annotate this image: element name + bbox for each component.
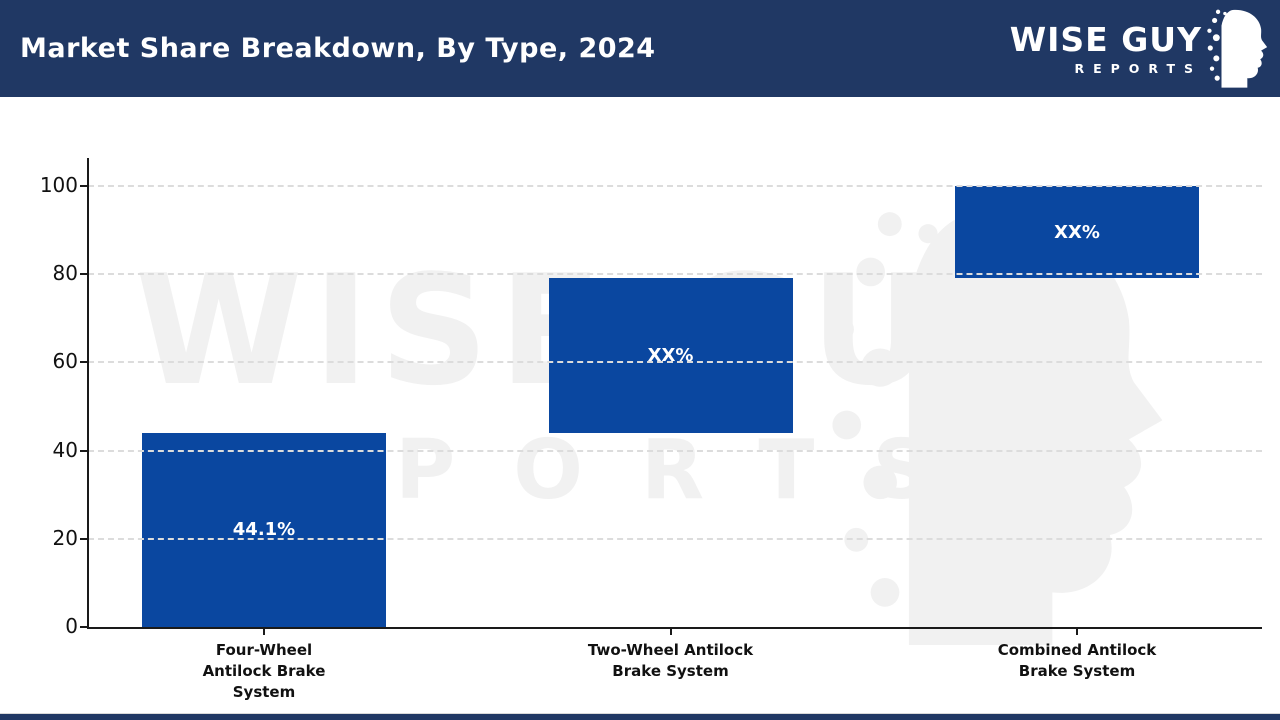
category-label-1: Four-Wheel Antilock Brake System [202,641,326,701]
y-tick-mark [80,626,88,628]
footer-hairline [0,713,1280,714]
header-banner: Market Share Breakdown, By Type, 2024 WI… [0,0,1280,97]
logo-sub-text: REPORTS [1074,61,1202,76]
logo-brand-text: WISE GUY [1009,20,1202,59]
x-axis-line [87,627,1262,629]
y-tick-mark [80,185,88,187]
bar-value-label: XX% [647,344,694,366]
footer-bar [0,714,1280,720]
gridline-80 [88,273,1262,276]
y-tick-label: 100 [39,173,78,197]
wiseguy-logo: WISE GUY REPORTS [1010,6,1268,92]
chart-title: Market Share Breakdown, By Type, 2024 [20,33,656,64]
category-label-3: Combined Antilock Brake System [997,641,1157,680]
y-tick-label: 20 [52,525,78,550]
bar-segment-2: XX% [548,278,793,433]
wiseguy-face-icon [1207,9,1268,88]
bar-segment-1: 44.1% [142,432,386,627]
y-tick-label: 40 [52,437,78,462]
bar-segment-3: XX% [955,186,1199,279]
y-tick-mark [80,273,88,276]
y-tick-mark [80,449,88,452]
gridline-100 [88,185,1262,187]
y-tick-mark [80,537,88,540]
x-tick-mark [669,627,672,635]
gridline-20 [88,537,1262,540]
gridline-40 [88,449,1262,452]
gridline-60 [88,361,1262,364]
y-axis-line [87,158,89,629]
y-tick-mark [80,361,88,364]
bar-value-label: 44.1% [232,519,296,541]
bar-value-label: XX% [1054,221,1100,243]
y-tick-label: 60 [52,349,78,374]
y-tick-label: 0 [65,614,78,638]
category-label-2: Two-Wheel Antilock Brake System [587,641,754,680]
logo-text: WISE GUY REPORTS [1009,20,1202,77]
x-tick-mark [263,627,265,635]
y-tick-label: 80 [52,261,78,286]
